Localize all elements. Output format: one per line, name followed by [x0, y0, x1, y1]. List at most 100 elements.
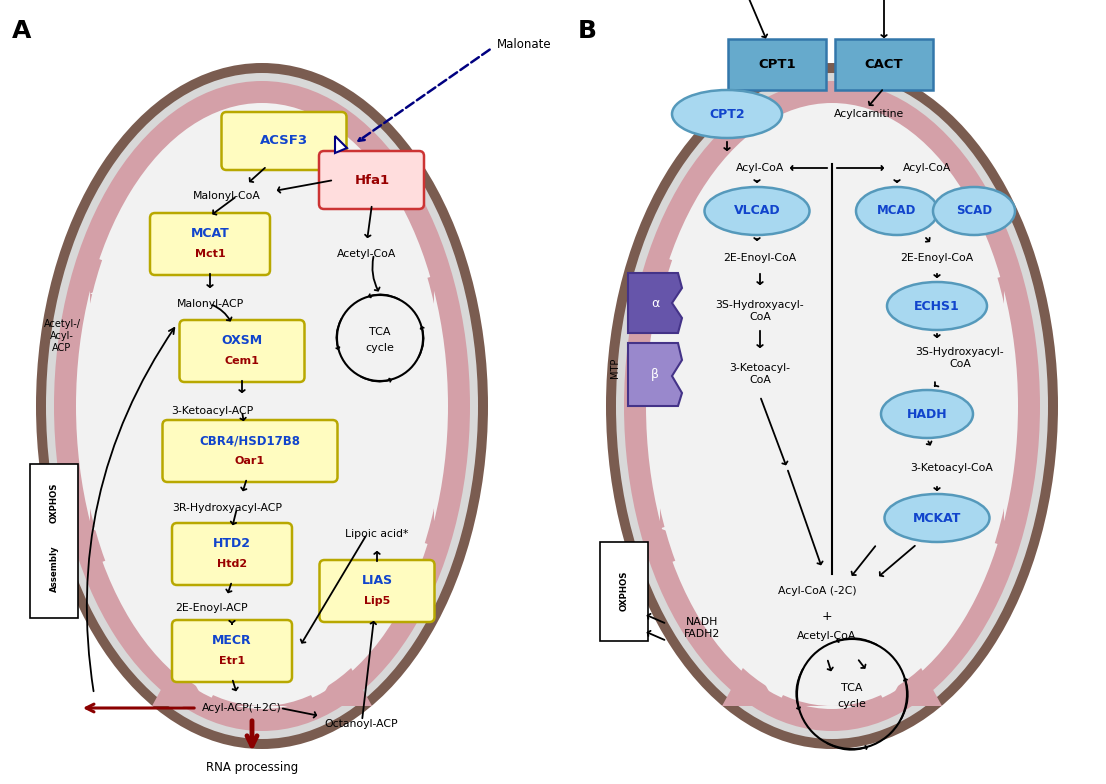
FancyBboxPatch shape	[728, 38, 826, 89]
Text: Acetyl-CoA: Acetyl-CoA	[797, 631, 857, 641]
Polygon shape	[660, 256, 714, 406]
Text: 3-Ketoacyl-
CoA: 3-Ketoacyl- CoA	[730, 363, 791, 385]
Text: Oar1: Oar1	[234, 456, 265, 466]
Text: 3-Ketoacyl-CoA: 3-Ketoacyl-CoA	[910, 463, 993, 473]
Ellipse shape	[36, 63, 488, 749]
Polygon shape	[722, 656, 942, 706]
FancyBboxPatch shape	[835, 38, 933, 89]
Text: HTD2: HTD2	[213, 537, 251, 550]
Text: Etr1: Etr1	[219, 656, 246, 666]
Text: Hfa1: Hfa1	[354, 173, 389, 187]
Ellipse shape	[885, 494, 990, 542]
Text: Assembly: Assembly	[50, 546, 59, 593]
Ellipse shape	[856, 187, 938, 235]
Text: OXPHOS: OXPHOS	[619, 571, 628, 612]
Polygon shape	[949, 406, 1004, 546]
Text: Acyl-ACP(+2C): Acyl-ACP(+2C)	[202, 703, 282, 713]
Text: β: β	[651, 368, 659, 380]
Text: 2E-Enoyl-CoA: 2E-Enoyl-CoA	[900, 253, 973, 263]
Polygon shape	[152, 656, 372, 706]
Text: Acyl-CoA: Acyl-CoA	[902, 163, 951, 173]
Text: cycle: cycle	[366, 343, 395, 353]
FancyBboxPatch shape	[320, 560, 435, 622]
Text: ECHS1: ECHS1	[915, 299, 960, 313]
Text: CBR4/HSD17B8: CBR4/HSD17B8	[199, 434, 301, 447]
Polygon shape	[335, 136, 347, 153]
Text: Acyl-CoA (-2C): Acyl-CoA (-2C)	[778, 586, 856, 596]
Text: Mct1: Mct1	[195, 249, 226, 260]
Ellipse shape	[649, 106, 1015, 706]
Ellipse shape	[606, 63, 1058, 749]
FancyBboxPatch shape	[599, 542, 648, 641]
Ellipse shape	[624, 81, 1040, 731]
Polygon shape	[90, 256, 145, 406]
Text: Malonyl-CoA: Malonyl-CoA	[194, 191, 261, 201]
Ellipse shape	[881, 390, 973, 438]
Polygon shape	[628, 343, 682, 406]
Text: +: +	[822, 609, 833, 622]
Text: RNA processing: RNA processing	[206, 761, 299, 775]
Text: 2E-Enoyl-ACP: 2E-Enoyl-ACP	[176, 603, 249, 613]
Text: CACT: CACT	[865, 57, 904, 71]
Ellipse shape	[887, 282, 987, 330]
Ellipse shape	[705, 187, 810, 235]
Ellipse shape	[616, 73, 1048, 739]
Text: CPT2: CPT2	[709, 107, 744, 121]
Text: 3S-Hydroxyacyl-
CoA: 3S-Hydroxyacyl- CoA	[916, 347, 1004, 368]
Text: Acetyl-CoA: Acetyl-CoA	[337, 249, 397, 259]
Text: OXSM: OXSM	[221, 334, 262, 347]
Text: TCA: TCA	[369, 327, 390, 337]
Text: Acetyl-/
Acyl-
ACP: Acetyl-/ Acyl- ACP	[43, 319, 81, 353]
FancyBboxPatch shape	[221, 112, 346, 170]
Text: HADH: HADH	[907, 408, 948, 420]
Text: MECR: MECR	[212, 634, 252, 647]
Ellipse shape	[46, 73, 478, 739]
Text: TCA: TCA	[842, 683, 863, 693]
FancyBboxPatch shape	[319, 151, 424, 209]
Polygon shape	[379, 406, 434, 546]
Polygon shape	[628, 273, 682, 333]
Text: CPT1: CPT1	[759, 57, 796, 71]
Text: Acylcarnitine: Acylcarnitine	[834, 109, 905, 119]
Text: MTP: MTP	[611, 358, 620, 378]
Text: α: α	[650, 296, 659, 310]
Text: VLCAD: VLCAD	[733, 205, 781, 217]
Text: OXPHOS: OXPHOS	[50, 483, 59, 523]
FancyBboxPatch shape	[173, 620, 292, 682]
Polygon shape	[949, 276, 1004, 396]
Text: Acyl-CoA: Acyl-CoA	[735, 163, 784, 173]
Text: SCAD: SCAD	[956, 205, 992, 217]
Text: MCAD: MCAD	[877, 205, 917, 217]
Ellipse shape	[646, 103, 1018, 709]
Text: 3S-Hydroxyacyl-
CoA: 3S-Hydroxyacyl- CoA	[716, 300, 804, 321]
Ellipse shape	[76, 103, 448, 709]
Text: cycle: cycle	[837, 699, 866, 709]
FancyBboxPatch shape	[150, 213, 270, 275]
Text: 2E-Enoyl-CoA: 2E-Enoyl-CoA	[723, 253, 796, 263]
Text: ACSF3: ACSF3	[260, 135, 309, 147]
FancyBboxPatch shape	[173, 523, 292, 585]
Text: NADH
FADH2: NADH FADH2	[684, 617, 720, 639]
Text: Lip5: Lip5	[364, 597, 390, 606]
Polygon shape	[90, 416, 145, 566]
Ellipse shape	[933, 187, 1015, 235]
Text: Htd2: Htd2	[217, 560, 247, 569]
Text: Lipoic acid*: Lipoic acid*	[345, 529, 409, 539]
FancyBboxPatch shape	[179, 320, 304, 382]
Text: MCAT: MCAT	[190, 227, 229, 240]
FancyBboxPatch shape	[163, 420, 337, 482]
Text: 3R-Hydroxyacyl-ACP: 3R-Hydroxyacyl-ACP	[173, 503, 282, 513]
Ellipse shape	[79, 106, 445, 706]
Ellipse shape	[672, 90, 782, 138]
Text: MCKAT: MCKAT	[912, 511, 961, 524]
Text: Octanoyl-ACP: Octanoyl-ACP	[324, 719, 398, 729]
Text: A: A	[12, 19, 31, 43]
Polygon shape	[379, 276, 434, 396]
Polygon shape	[660, 416, 714, 566]
FancyBboxPatch shape	[30, 464, 79, 618]
Text: Malonate: Malonate	[497, 38, 552, 50]
Ellipse shape	[54, 81, 470, 731]
Text: Malonyl-ACP: Malonyl-ACP	[176, 299, 243, 309]
Text: 3-Ketoacyl-ACP: 3-Ketoacyl-ACP	[170, 406, 253, 416]
Text: B: B	[578, 19, 597, 43]
